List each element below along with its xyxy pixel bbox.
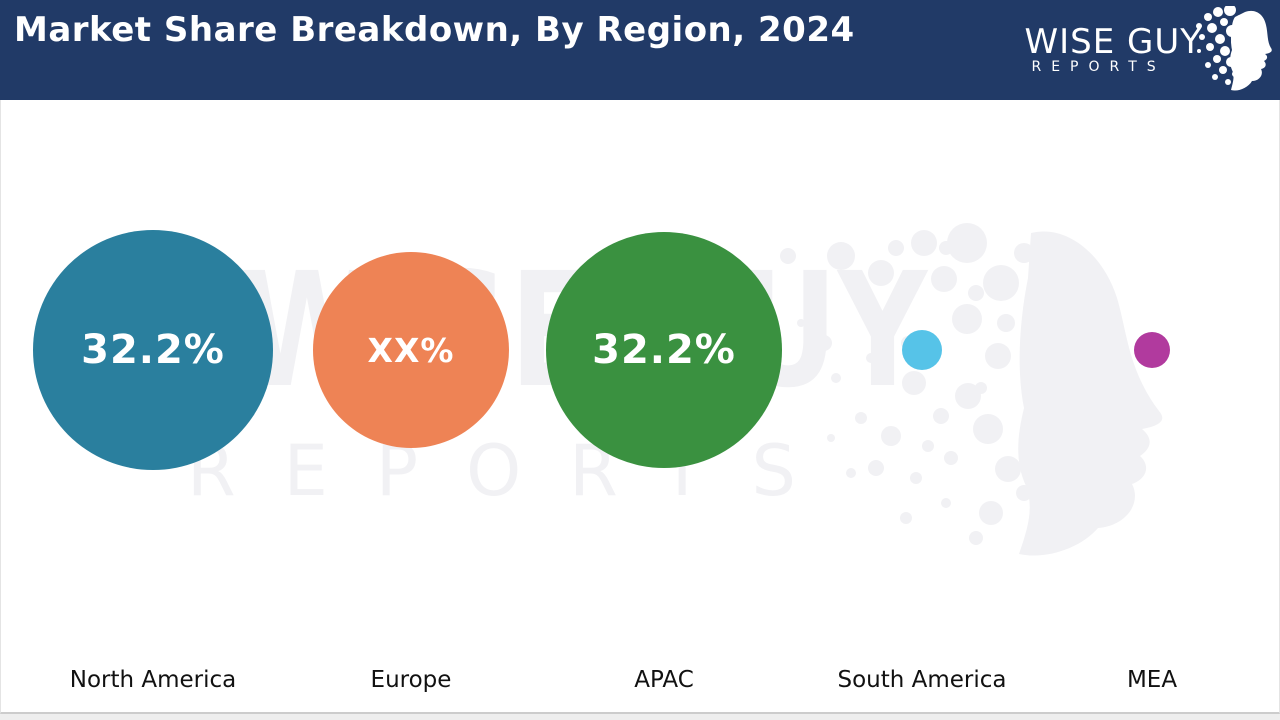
- bubble-category-label-mea: MEA: [1126, 667, 1178, 693]
- bubble-category-label-south-america: South America: [837, 667, 1007, 693]
- bubble-north-america: 32.2%: [33, 230, 273, 470]
- header-bar: Market Share Breakdown, By Region, 2024 …: [0, 0, 1280, 100]
- logo-text: WISE GUY REPORTS: [1024, 25, 1202, 75]
- page-title: Market Share Breakdown, By Region, 2024: [14, 10, 855, 50]
- bubble-category-label-north-america: North America: [69, 667, 237, 693]
- bubble-category-label-apac: APAC: [634, 667, 694, 693]
- wise-guy-reports-logo: WISE GUY REPORTS: [1024, 6, 1272, 94]
- bubble-category-label-europe: Europe: [370, 667, 452, 693]
- chart-area: WISE GUY REPORTS: [0, 100, 1280, 714]
- logo-subtitle: REPORTS: [1031, 59, 1166, 75]
- wiseguy-head-watermark-icon: [780, 223, 1163, 556]
- bubble-south-america: [902, 330, 942, 370]
- bubble-mea: [1134, 332, 1170, 368]
- logo-head-icon: [1196, 6, 1272, 91]
- bubble-apac: 32.2%: [546, 232, 782, 468]
- bubble-europe: XX%: [313, 252, 509, 448]
- watermark-reports-text: REPORTS: [187, 430, 844, 512]
- logo-wordmark: WISE GUY: [1024, 22, 1202, 62]
